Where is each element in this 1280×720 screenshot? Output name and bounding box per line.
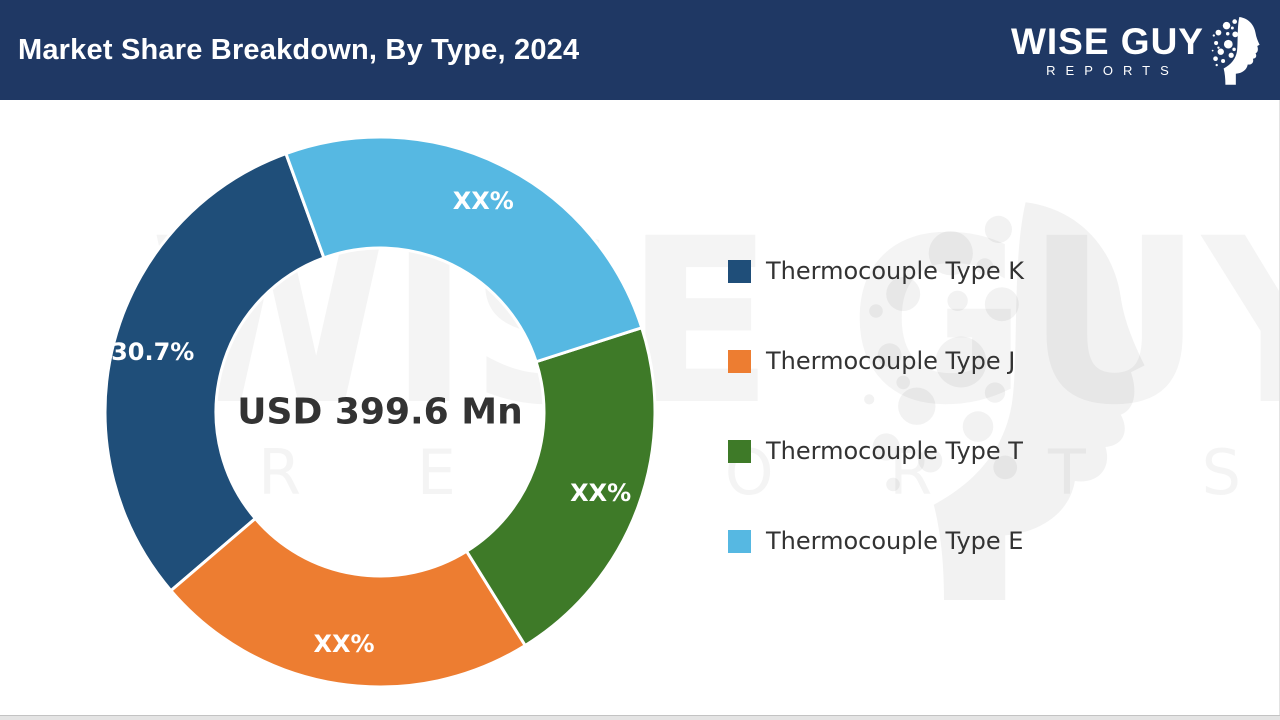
slice-percent-label-type-t: XX% <box>570 479 631 507</box>
logo-reports-text: REPORTS <box>1046 62 1179 78</box>
wiseguy-logo: WISE GUY REPORTS <box>1011 8 1266 92</box>
legend-swatch-type-t <box>728 439 751 463</box>
legend-label-type-e: Thermocouple Type E <box>766 527 1024 555</box>
donut-chart: 30.7% XX% XX% XX% <box>103 135 657 689</box>
legend-label-type-t: Thermocouple Type T <box>766 437 1023 465</box>
logo-face-icon <box>1211 16 1260 85</box>
legend-label-type-j: Thermocouple Type J <box>766 347 1016 375</box>
page-title: Market Share Breakdown, By Type, 2024 <box>18 33 580 66</box>
legend-item-type-e: Thermocouple Type E <box>728 527 1023 555</box>
slice-percent-label-type-k: 30.7% <box>111 338 194 366</box>
legend-item-type-j: Thermocouple Type J <box>728 347 1015 375</box>
legend-item-type-t: Thermocouple Type T <box>728 437 1023 465</box>
legend-label-type-k: Thermocouple Type K <box>766 257 1025 285</box>
slice-percent-label-type-j: XX% <box>314 630 375 658</box>
donut-slice-type-t <box>465 326 657 648</box>
header-bar: Market Share Breakdown, By Type, 2024 WI… <box>0 0 1280 100</box>
legend-swatch-type-j <box>728 349 751 373</box>
donut-slice-type-k <box>103 152 326 593</box>
footer-strip <box>0 715 1280 720</box>
logo-wiseguy-text: WISE GUY <box>1010 20 1204 62</box>
chart-center-value: USD 399.6 Mn <box>237 391 523 433</box>
donut-slice-type-e <box>284 135 644 364</box>
slice-percent-label-type-e: XX% <box>453 187 514 215</box>
legend-swatch-type-k <box>728 259 751 283</box>
donut-slice-type-j <box>169 517 527 689</box>
legend-swatch-type-e <box>728 529 751 553</box>
legend-item-type-k: Thermocouple Type K <box>728 257 1024 285</box>
